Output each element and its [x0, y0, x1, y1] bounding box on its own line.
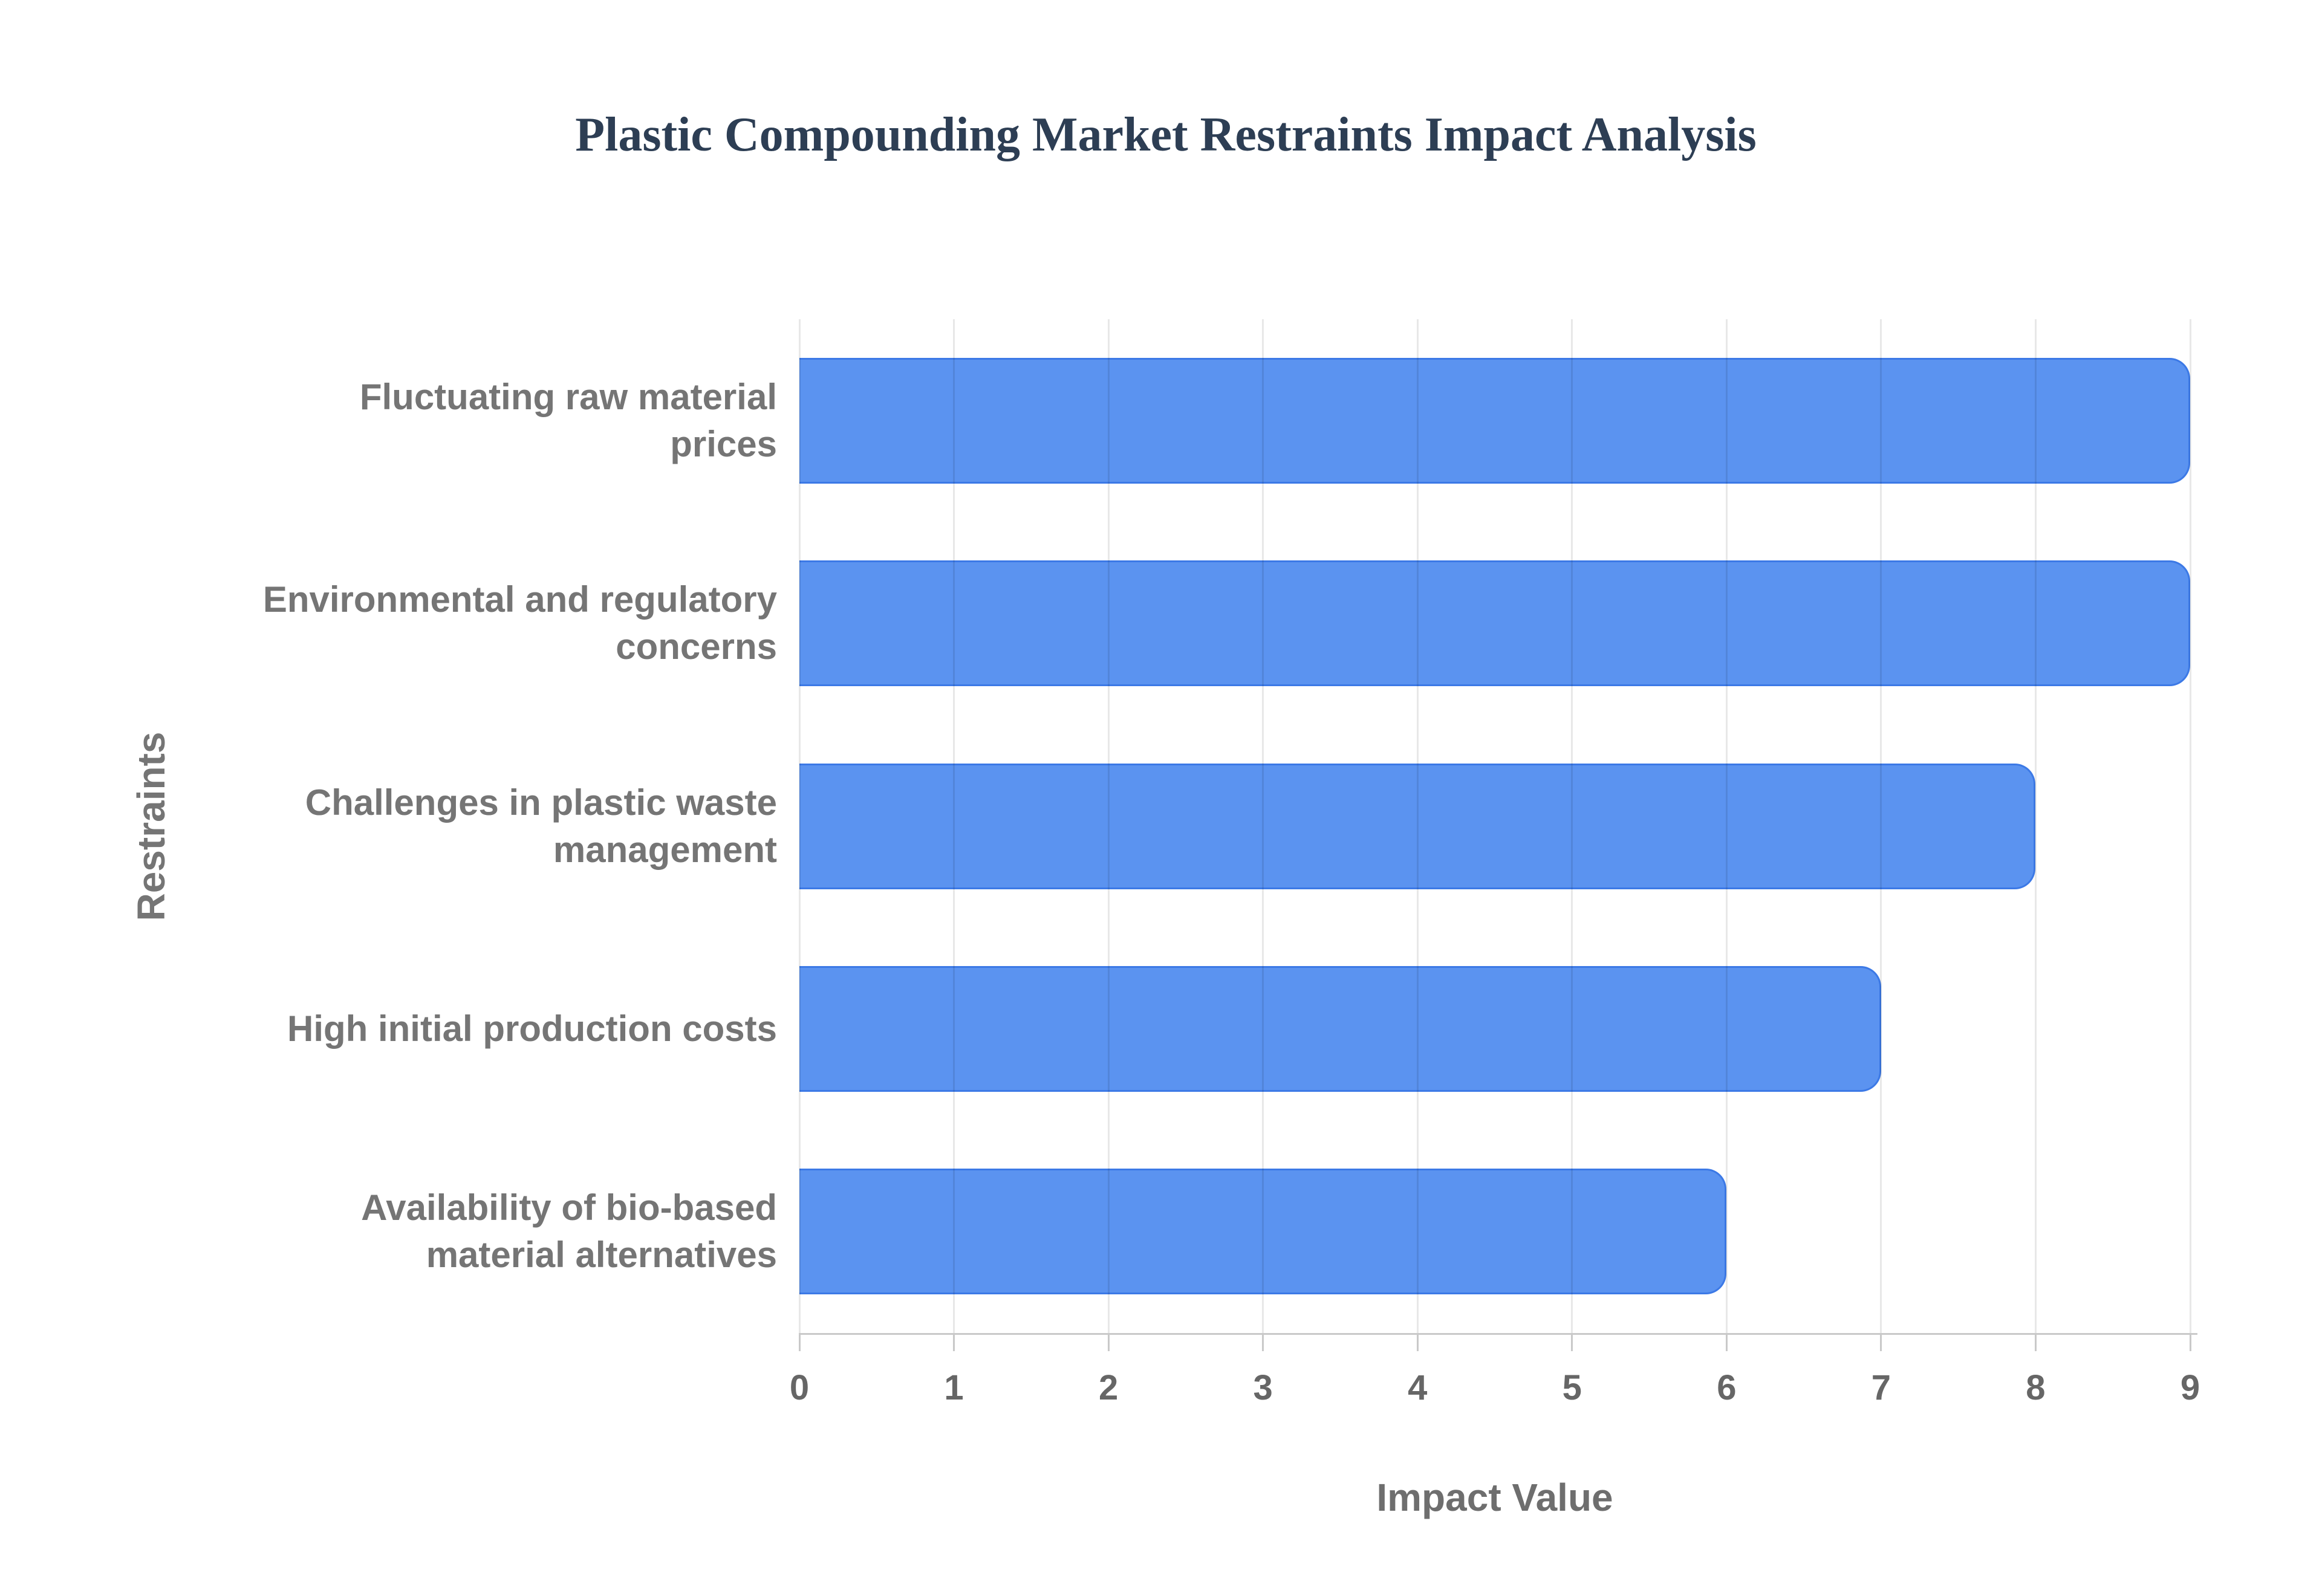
gridline — [2189, 319, 2191, 1333]
category-label: Fluctuating raw material prices — [359, 376, 777, 464]
bar — [799, 1169, 1727, 1295]
gridline — [1107, 319, 1110, 1333]
bar — [799, 560, 2190, 687]
x-tick-label: 5 — [1562, 1368, 1582, 1407]
gridline — [1416, 319, 1419, 1333]
x-tick-label: 2 — [1098, 1368, 1119, 1407]
x-tick-label: 0 — [789, 1368, 810, 1407]
gridline — [1725, 319, 1728, 1333]
x-tick-mark — [2034, 1333, 2037, 1351]
category-label: High initial production costs — [287, 1008, 777, 1049]
x-tick-label: 4 — [1408, 1368, 1428, 1407]
bar — [799, 965, 1881, 1092]
bar — [799, 763, 2036, 889]
x-tick-mark — [1571, 1333, 1573, 1351]
x-axis-line — [799, 1333, 2197, 1335]
category-label: Availability of bio-based material altern… — [361, 1187, 777, 1276]
gridline — [2034, 319, 2037, 1333]
x-tick-label: 7 — [1871, 1368, 1891, 1407]
chart-title: Plastic Compounding Market Restraints Im… — [575, 108, 1757, 161]
x-axis-title: Impact Value — [1376, 1476, 1613, 1519]
x-tick-mark — [1725, 1333, 1728, 1351]
gridline — [1880, 319, 1882, 1333]
x-tick-mark — [1880, 1333, 1882, 1351]
category-label: Challenges in plastic waste management — [305, 782, 777, 870]
gridline — [1571, 319, 1573, 1333]
y-axis-title: Restraints — [129, 731, 173, 921]
x-tick-label: 9 — [2180, 1368, 2200, 1407]
x-tick-mark — [1107, 1333, 1110, 1351]
gridline — [953, 319, 955, 1333]
x-tick-mark — [1416, 1333, 1419, 1351]
x-tick-label: 1 — [944, 1368, 964, 1407]
x-tick-mark — [798, 1333, 801, 1351]
x-tick-label: 8 — [2026, 1368, 2046, 1407]
x-tick-mark — [953, 1333, 955, 1351]
gridline — [1262, 319, 1264, 1333]
x-tick-label: 3 — [1253, 1368, 1273, 1407]
gridline — [798, 319, 801, 1333]
x-tick-mark — [2189, 1333, 2191, 1351]
category-label: Environmental and regulatory concerns — [262, 579, 777, 667]
x-tick-mark — [1262, 1333, 1264, 1351]
bar — [799, 357, 2190, 484]
x-tick-label: 6 — [1717, 1368, 1737, 1407]
